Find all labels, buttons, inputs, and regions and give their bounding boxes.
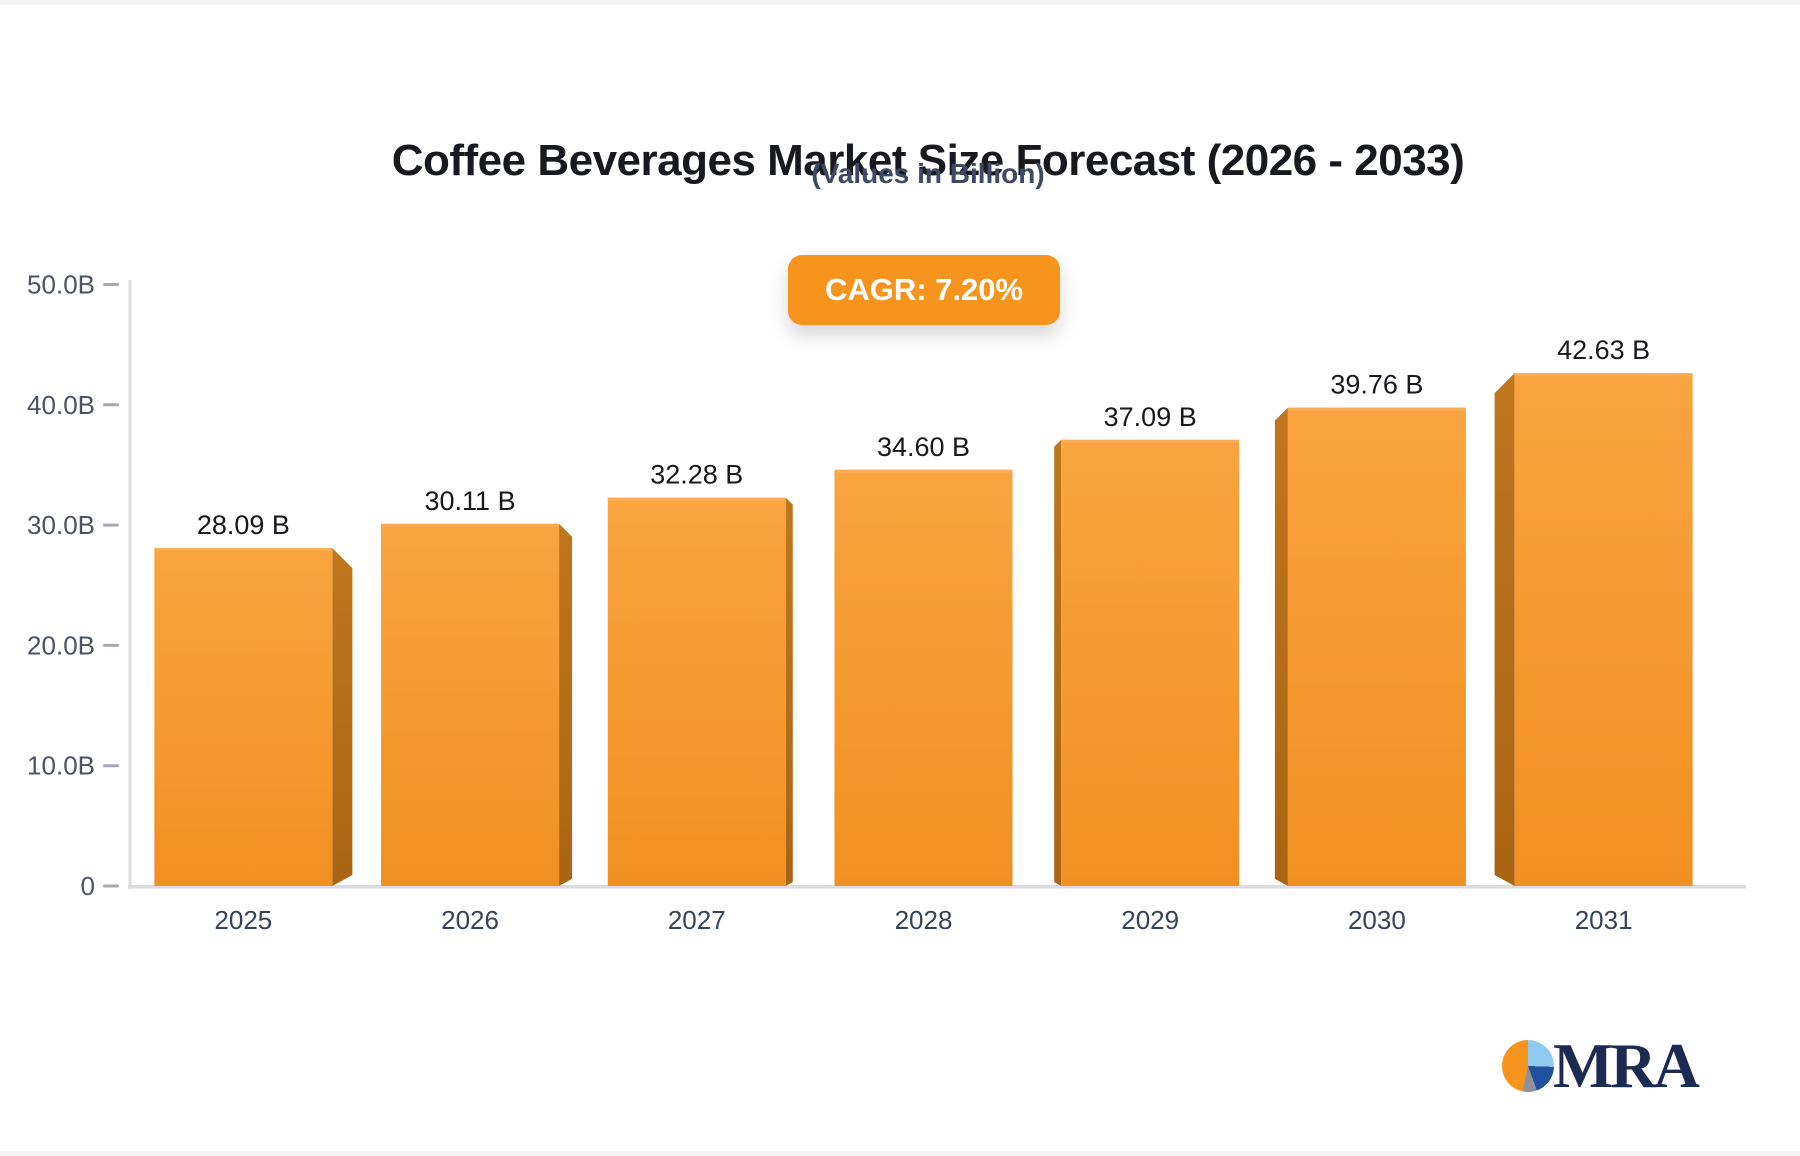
- y-axis-tick-label: 0: [81, 871, 95, 901]
- bar-side-face: [1494, 373, 1515, 886]
- bar-value-label: 37.09 B: [1104, 402, 1197, 432]
- y-axis-tick: [103, 523, 119, 527]
- bar-2028[interactable]: 34.60 B: [834, 432, 1013, 886]
- chart-title: Coffee Beverages Market Size Forecast (2…: [391, 136, 1465, 186]
- y-axis-tick-label: 50.0B: [27, 270, 95, 300]
- y-axis-tick: [103, 764, 119, 768]
- bar-2031[interactable]: 42.63 B: [1494, 335, 1693, 886]
- bar-face: [607, 497, 786, 886]
- bar-value-label: 32.28 B: [650, 460, 743, 490]
- bar-face: [1061, 439, 1240, 886]
- bar-2030[interactable]: 39.76 B: [1274, 370, 1466, 886]
- cagr-badge: CAGR: 7.20%: [788, 255, 1060, 325]
- bar-face: [834, 469, 1013, 886]
- x-axis-category-label: 2027: [668, 905, 726, 935]
- bar-top-highlight: [1514, 373, 1693, 377]
- bar-side-face: [1054, 439, 1062, 886]
- bar-face: [1514, 373, 1693, 886]
- y-axis-tick-label: 10.0B: [27, 751, 95, 781]
- y-axis-tick: [103, 403, 119, 407]
- y-axis-tick: [103, 884, 119, 888]
- bar-value-label: 42.63 B: [1557, 335, 1650, 365]
- bar-2027[interactable]: 32.28 B: [607, 460, 793, 886]
- y-axis-tick-label: 20.0B: [27, 630, 95, 660]
- bar-value-label: 39.76 B: [1330, 370, 1423, 400]
- mra-pie-icon: [1502, 1040, 1554, 1092]
- bar-face: [381, 523, 560, 886]
- bar-2029[interactable]: 37.09 B: [1054, 402, 1240, 886]
- bar-side-face: [332, 548, 353, 886]
- bar-2026[interactable]: 30.11 B: [381, 486, 573, 886]
- bar-top-highlight: [1061, 439, 1240, 443]
- y-axis-line: [128, 280, 132, 889]
- x-axis-category-label: 2031: [1575, 905, 1633, 935]
- mra-logo: MRA: [1502, 1030, 1700, 1101]
- bar-side-face: [559, 523, 573, 886]
- bar-face: [154, 548, 333, 886]
- x-axis-category-label: 2025: [214, 905, 272, 935]
- y-axis-tick-label: 30.0B: [27, 510, 95, 540]
- mra-logo-text: MRA: [1553, 1030, 1700, 1101]
- y-axis-tick: [103, 643, 119, 647]
- bar-value-label: 34.60 B: [877, 432, 970, 462]
- bar-side-face: [1274, 407, 1288, 886]
- x-axis-category-label: 2029: [1121, 905, 1179, 935]
- bar-2025[interactable]: 28.09 B: [154, 510, 353, 886]
- bar-top-highlight: [607, 497, 786, 501]
- y-axis-tick: [103, 283, 119, 286]
- y-axis-tick-label: 40.0B: [27, 390, 95, 420]
- x-axis-line: [128, 885, 1746, 889]
- bar-face: [1287, 407, 1466, 886]
- bar-top-highlight: [381, 523, 560, 527]
- bar-top-highlight: [1287, 407, 1466, 411]
- bar-side-face: [785, 497, 793, 886]
- bar-top-highlight: [834, 469, 1013, 473]
- x-axis-category-label: 2028: [895, 905, 953, 935]
- x-axis-category-label: 2030: [1348, 905, 1406, 935]
- x-axis-category-label: 2026: [441, 905, 499, 935]
- bar-value-label: 30.11 B: [425, 486, 516, 516]
- bar-top-highlight: [154, 548, 333, 552]
- bar-value-label: 28.09 B: [197, 510, 290, 540]
- chart-subtitle: (Values in Billion): [811, 158, 1045, 189]
